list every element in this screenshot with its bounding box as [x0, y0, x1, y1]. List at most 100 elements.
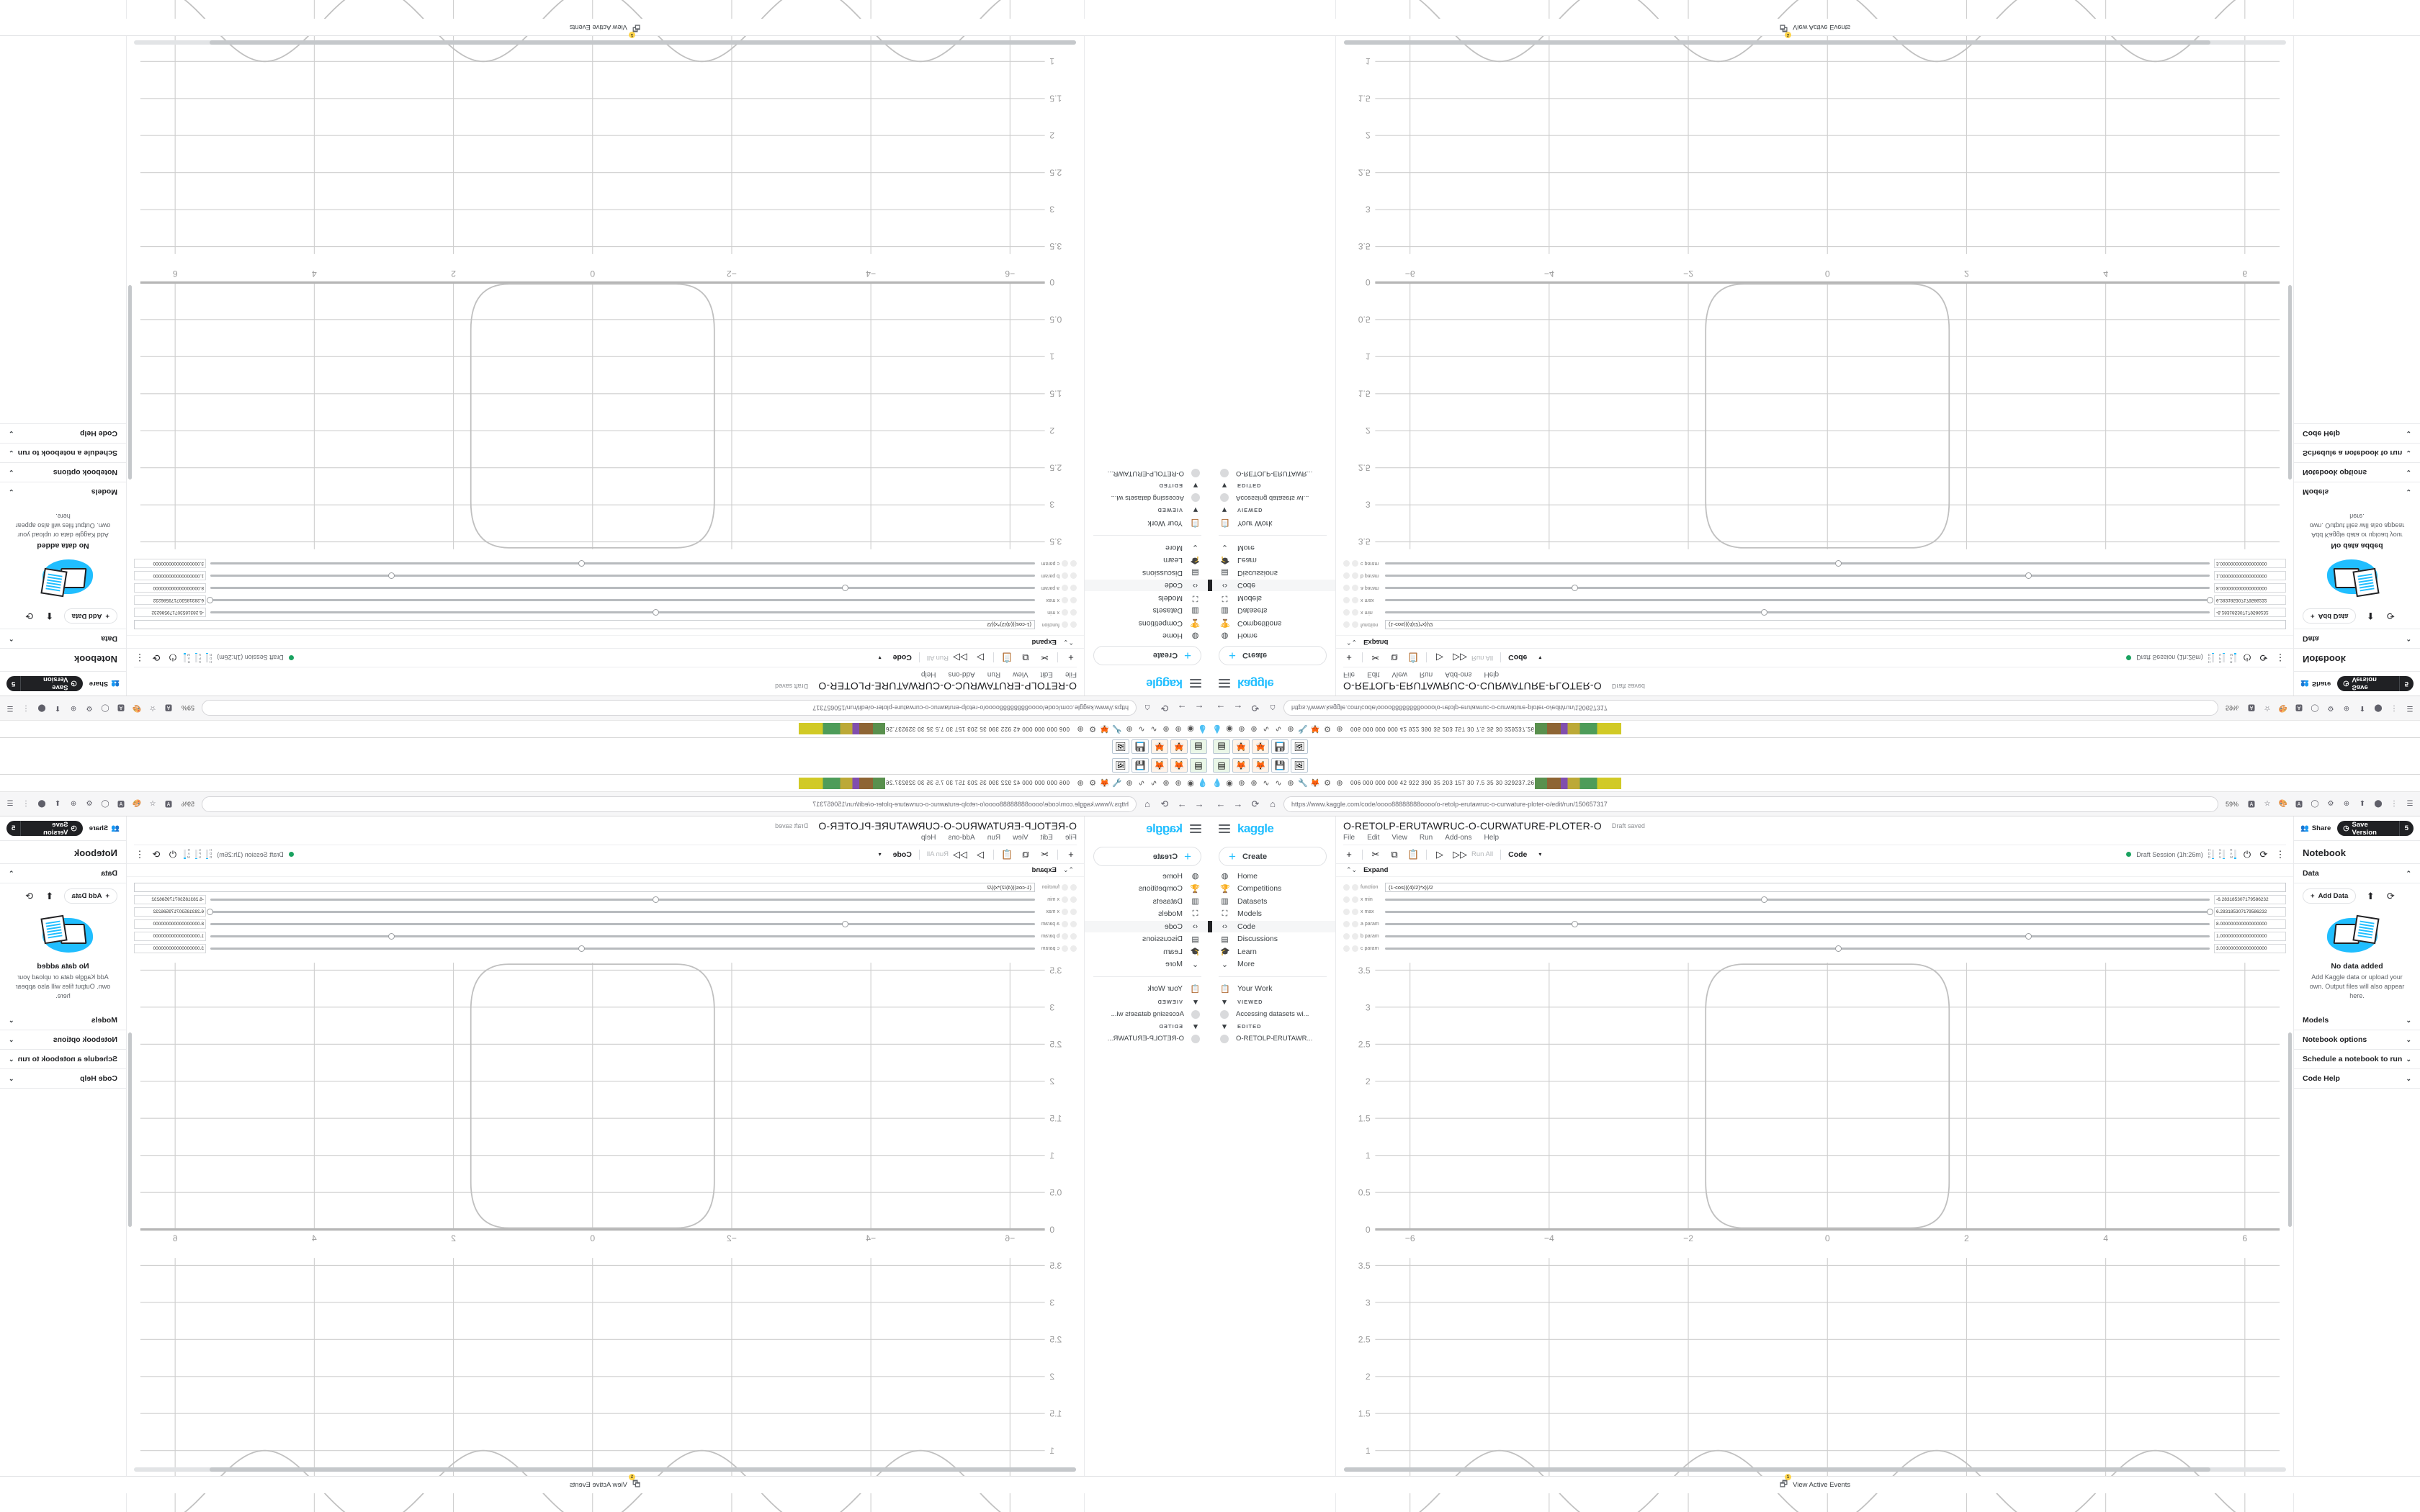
- sidebar-item-models[interactable]: ⛶ Models: [1085, 593, 1210, 604]
- sidebar-item-learn[interactable]: 🎓 Learn: [1210, 946, 1335, 958]
- restart-icon[interactable]: ⟳: [152, 652, 161, 664]
- browser-chrome[interactable]: ← → ⟳ ⌂ https://www.kaggle.com/code/oooo…: [0, 696, 1210, 720]
- upload-icon[interactable]: ⬆: [2366, 611, 2375, 622]
- chevron-down-icon[interactable]: ▾: [878, 654, 882, 661]
- active-events-bar[interactable]: 🗗 1 View Active Events: [0, 19, 1210, 38]
- slider-knob[interactable]: [1761, 609, 1768, 616]
- sidebar-item-home[interactable]: ◍ Home: [1085, 870, 1210, 882]
- paste-icon[interactable]: 📋: [1000, 848, 1013, 860]
- sidebar-section-notebook-options[interactable]: Notebook options ⌄: [0, 462, 126, 482]
- vertical-scrollbar[interactable]: [2288, 285, 2292, 480]
- save-version-count[interactable]: 5: [2398, 821, 2414, 836]
- notebook-toolbar[interactable]: + ✂ ⧉ 📋 ▷ ▷▷ Run All Code ▾ Draft Sessio…: [1336, 648, 2293, 667]
- menu-run[interactable]: Run: [1419, 834, 1433, 842]
- vertical-scrollbar[interactable]: [128, 1032, 132, 1227]
- record-icon[interactable]: ⬤: [37, 704, 46, 712]
- run-icon[interactable]: ▷: [977, 652, 984, 664]
- system-tray[interactable]: 💧 ◉ ⊕ ⊕ ∿ ∿ ⊕ 🔧 🦊 ⚙ ⊕ 006 000 000 000 42…: [0, 720, 1210, 737]
- taskbar-button-image-viewer[interactable]: 🖼: [1112, 757, 1129, 773]
- menu-file[interactable]: File: [1343, 834, 1355, 842]
- taskbar-button-terminal[interactable]: ▤: [1190, 757, 1207, 773]
- sidebar-item-competitions[interactable]: 🏆 Competitions: [1085, 883, 1210, 894]
- pill-icon[interactable]: ◯: [101, 800, 109, 808]
- taskbar-button-save[interactable]: 💾: [1271, 739, 1289, 755]
- slider-knob[interactable]: [842, 585, 849, 591]
- sidebar-item-more[interactable]: ⌄ More: [1085, 958, 1210, 970]
- vertical-scrollbar[interactable]: [128, 285, 132, 480]
- taskbar-button-firefox-2[interactable]: 🦊: [1252, 757, 1269, 773]
- kaggle-logo[interactable]: kaggle: [1146, 677, 1183, 690]
- reader-mode-icon[interactable]: 🅰: [165, 801, 172, 809]
- sidebar-item-learn[interactable]: 🎓 Learn: [1085, 555, 1210, 567]
- reader-mode-icon[interactable]: 🅰: [165, 703, 172, 711]
- notebook-title[interactable]: O-RETOLP-ERUTAWRUC-O-CURWATURE-PLOTER-O: [1343, 820, 1602, 832]
- slider-1[interactable]: [210, 608, 1035, 617]
- address-bar[interactable]: https://www.kaggle.com/code/oooo88888888…: [1283, 796, 2218, 812]
- slider-knob[interactable]: [1761, 896, 1768, 903]
- chevron-down-icon[interactable]: ▾: [1538, 851, 1542, 858]
- sidebar-section-schedule-a-notebook-to-run[interactable]: Schedule a notebook to run ⌄: [2294, 442, 2420, 462]
- share-button[interactable]: 👥 Share: [89, 680, 120, 688]
- home-icon[interactable]: ⌂: [1270, 798, 1276, 809]
- back-arrow-icon[interactable]: ←: [1194, 703, 1204, 714]
- slider-value[interactable]: 6.283185307179586232: [2214, 595, 2286, 605]
- slider-knob[interactable]: [578, 560, 585, 567]
- sidebar-item-discussions[interactable]: ▤ Discussions: [1210, 567, 1335, 579]
- sidebar-item-code[interactable]: ‹› Code: [1085, 580, 1210, 592]
- add-data-button[interactable]: + Add Data: [63, 608, 117, 624]
- power-icon[interactable]: ⏻: [169, 652, 177, 664]
- slider-value[interactable]: 3.000000000000000000: [134, 559, 206, 568]
- taskbar-button-terminal[interactable]: ▤: [1190, 739, 1207, 755]
- sidebar-item-datasets[interactable]: ▥ Datasets: [1085, 606, 1210, 617]
- slider-4[interactable]: [1385, 932, 2210, 941]
- sidebar-item-code[interactable]: ‹› Code: [1085, 920, 1210, 932]
- taskbar-button-terminal[interactable]: ▤: [1213, 739, 1230, 755]
- sidebar-section-notebook-options[interactable]: Notebook options ⌄: [2294, 1030, 2420, 1050]
- sidebar-item-learn[interactable]: 🎓 Learn: [1085, 946, 1210, 958]
- nav-section-viewed[interactable]: ▾ VIEWED: [1085, 997, 1210, 1007]
- shield-icon[interactable]: ⬆: [2359, 704, 2366, 712]
- menu-help[interactable]: Help: [1484, 670, 1500, 678]
- translate-icon[interactable]: 🅰: [117, 801, 125, 809]
- reader-mode-icon[interactable]: 🅰: [2248, 801, 2255, 809]
- zoom-level-label[interactable]: 59%: [2225, 704, 2238, 712]
- menu-help[interactable]: Help: [920, 670, 936, 678]
- sidebar-item-models[interactable]: ⛶ Models: [1210, 593, 1335, 604]
- menu-bar[interactable]: File Edit View Run Add-ons Help: [1343, 834, 2286, 845]
- slider-knob[interactable]: [1835, 945, 1842, 952]
- run-all-icon[interactable]: ▷▷: [1453, 848, 1467, 860]
- horizontal-scrollbar[interactable]: [1344, 1467, 2286, 1472]
- forward-arrow-icon[interactable]: →: [1177, 798, 1187, 809]
- plus-circle-icon[interactable]: ⊕: [70, 704, 77, 712]
- taskbar-button-terminal[interactable]: ▤: [1213, 757, 1230, 773]
- sidebar-item-code[interactable]: ‹› Code: [1210, 580, 1335, 592]
- bookmark-star-icon[interactable]: ☆: [149, 800, 156, 808]
- slider-value[interactable]: 1.000000000000000000: [134, 932, 206, 941]
- share-button[interactable]: 👥 Share: [2300, 680, 2331, 688]
- upload-icon[interactable]: ⬆: [45, 890, 54, 901]
- slider-1[interactable]: [210, 895, 1035, 904]
- save-version-count[interactable]: 5: [2398, 676, 2414, 691]
- view-active-events-label[interactable]: View Active Events: [1793, 23, 1851, 31]
- record-icon[interactable]: ⬤: [2374, 800, 2383, 808]
- menu-edit[interactable]: Edit: [1040, 670, 1053, 678]
- browser-chrome[interactable]: ← → ⟳ ⌂ https://www.kaggle.com/code/oooo…: [0, 792, 1210, 816]
- browser-chrome[interactable]: ← → ⟳ ⌂ https://www.kaggle.com/code/oooo…: [1210, 792, 2420, 816]
- run-all-icon[interactable]: ▷▷: [1453, 652, 1467, 664]
- menu-view[interactable]: View: [1013, 670, 1028, 678]
- formula-input[interactable]: (1-cos(((4)/2)*x))/2: [134, 883, 1035, 892]
- power-icon[interactable]: ⏻: [2243, 848, 2251, 860]
- taskbar-button-firefox-1[interactable]: 🦊: [1170, 739, 1188, 755]
- nav-hamburger-icon[interactable]: [1190, 824, 1201, 833]
- slider-4[interactable]: [1385, 571, 2210, 580]
- sidebar-item-datasets[interactable]: ▥ Datasets: [1085, 896, 1210, 907]
- slider-2[interactable]: [1385, 907, 2213, 917]
- add-data-button[interactable]: + Add Data: [63, 888, 117, 904]
- copy-icon[interactable]: ⧉: [1391, 652, 1398, 664]
- nav-hamburger-icon[interactable]: [1219, 824, 1230, 833]
- create-button[interactable]: + Create: [1219, 847, 1327, 866]
- nav-recent-entry[interactable]: Accessing datasets wi...: [1085, 492, 1210, 504]
- menu-help[interactable]: Help: [1484, 834, 1500, 842]
- slider-knob[interactable]: [207, 909, 214, 915]
